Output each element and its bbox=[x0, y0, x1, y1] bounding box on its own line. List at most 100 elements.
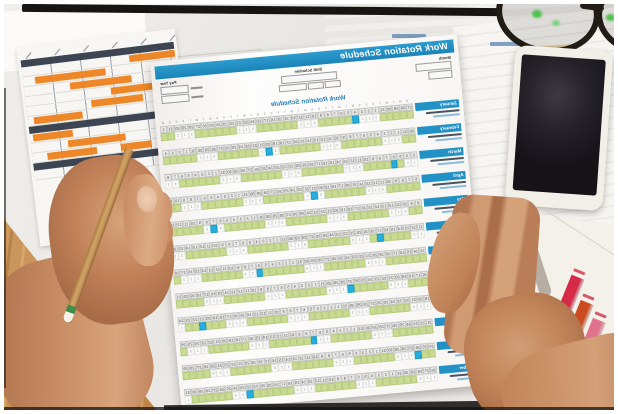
gantt-tick-mark bbox=[25, 52, 32, 59]
work-day-cell bbox=[330, 261, 339, 270]
work-day-cell bbox=[215, 127, 223, 136]
photo-bottom-vignette bbox=[4, 407, 614, 410]
off-day-cell: 1 bbox=[407, 351, 416, 360]
work-day-cell bbox=[405, 327, 414, 336]
work-day-cell bbox=[287, 386, 295, 395]
lens-glint bbox=[606, 14, 614, 21]
off-day-cell: 1 bbox=[184, 395, 193, 404]
off-day-cell: 2 bbox=[174, 131, 182, 140]
off-day-cell: 3 bbox=[371, 330, 380, 339]
work-day-cell bbox=[358, 259, 366, 268]
work-day-cell bbox=[167, 132, 176, 141]
work-day-cell bbox=[274, 170, 282, 179]
work-day-cell bbox=[253, 172, 262, 181]
work-day-cell bbox=[313, 142, 321, 152]
work-day-cell bbox=[214, 272, 223, 281]
off-day-cell: 1 bbox=[410, 158, 419, 167]
work-day-cell bbox=[289, 265, 298, 274]
work-rotation-schedule-paper: Work Rotation Schedule Month Shift Sched… bbox=[150, 34, 489, 410]
off-day-cell: 1 bbox=[326, 141, 335, 150]
off-day-cell: 2 bbox=[371, 258, 380, 267]
work-day-cell bbox=[335, 237, 344, 246]
work-day-cell bbox=[275, 339, 284, 348]
work-day-cell bbox=[234, 342, 243, 351]
work-day-cell bbox=[374, 137, 383, 146]
off-day-cell: 1 bbox=[216, 296, 225, 305]
work-day-cell bbox=[285, 145, 294, 154]
off-day-cell: 3 bbox=[395, 135, 403, 144]
work-day-cell bbox=[303, 336, 311, 345]
off-day-cell: 3 bbox=[310, 119, 319, 128]
month-input-box bbox=[428, 69, 453, 80]
work-day-cell bbox=[328, 382, 336, 391]
work-day-cell bbox=[408, 134, 417, 143]
work-day-cell bbox=[340, 140, 349, 149]
work-day-cell bbox=[312, 215, 321, 224]
work-day-cell bbox=[360, 210, 369, 219]
work-day-cell bbox=[383, 232, 391, 242]
work-day-cell bbox=[224, 223, 232, 232]
off-day-cell: 3 bbox=[203, 297, 211, 306]
work-day-cell bbox=[369, 234, 378, 243]
work-day-cell bbox=[263, 123, 271, 132]
work-day-cell bbox=[194, 129, 203, 138]
off-day-cell: 1 bbox=[288, 169, 296, 178]
work-day-cell bbox=[387, 353, 395, 362]
off-day-cell: 3 bbox=[362, 234, 371, 243]
work-day-cell bbox=[296, 337, 304, 346]
work-day-cell bbox=[235, 270, 243, 279]
off-day-cell: 1 bbox=[181, 130, 189, 139]
off-day-cell: 3 bbox=[333, 141, 342, 150]
work-day-cell bbox=[319, 214, 328, 223]
off-day-cell: 1 bbox=[284, 362, 293, 371]
work-day-cell bbox=[344, 332, 352, 341]
work-day-cell bbox=[266, 315, 275, 324]
off-day-cell: 1 bbox=[417, 229, 426, 238]
work-day-cell bbox=[399, 110, 408, 120]
work-day-cell bbox=[237, 294, 245, 303]
work-day-cell bbox=[344, 260, 353, 269]
off-day-cell: 1 bbox=[346, 356, 354, 365]
phone-screen bbox=[512, 54, 606, 196]
chart-bar-label bbox=[594, 311, 607, 319]
work-day-cell bbox=[321, 383, 329, 392]
off-day-cell: 3 bbox=[233, 174, 241, 183]
off-day-cell: 3 bbox=[410, 302, 418, 311]
work-day-cell bbox=[331, 117, 340, 126]
work-day-cell bbox=[291, 361, 300, 370]
work-day-cell bbox=[283, 121, 292, 130]
work-day-cell bbox=[264, 364, 272, 373]
work-day-cell bbox=[230, 222, 239, 231]
off-day-cell: 2 bbox=[401, 351, 409, 360]
work-day-cell bbox=[285, 217, 294, 226]
work-day-cell bbox=[182, 299, 191, 308]
off-day-cell: 1 bbox=[372, 185, 380, 194]
work-day-cell bbox=[244, 149, 253, 158]
off-day-cell: 2 bbox=[294, 313, 302, 322]
work-day-cell bbox=[305, 288, 314, 297]
off-day-cell: 3 bbox=[340, 212, 348, 221]
off-day-cell: 3 bbox=[248, 341, 257, 350]
work-day-cell bbox=[328, 310, 336, 319]
off-day-cell: 1 bbox=[323, 334, 332, 343]
tiny-label-mark bbox=[190, 86, 203, 90]
work-day-cell bbox=[269, 267, 277, 276]
off-day-cell: 2 bbox=[255, 340, 263, 350]
work-day-cell bbox=[305, 360, 313, 369]
work-day-cell bbox=[366, 354, 375, 364]
work-day-cell bbox=[360, 138, 369, 147]
work-day-cell bbox=[383, 305, 391, 314]
work-day-cell bbox=[176, 227, 184, 236]
off-day-cell: 1 bbox=[349, 163, 358, 172]
work-day-cell bbox=[373, 354, 382, 363]
work-day-cell bbox=[374, 281, 382, 291]
work-day-cell bbox=[353, 356, 361, 365]
work-day-cell bbox=[406, 254, 414, 264]
off-day-cell: 3 bbox=[232, 391, 240, 400]
off-day-cell: 2 bbox=[339, 357, 348, 366]
off-day-cell: 3 bbox=[326, 286, 334, 295]
work-day-cell bbox=[375, 378, 384, 387]
gantt-tick-mark bbox=[169, 34, 176, 42]
off-day-cell: 3 bbox=[294, 168, 303, 177]
